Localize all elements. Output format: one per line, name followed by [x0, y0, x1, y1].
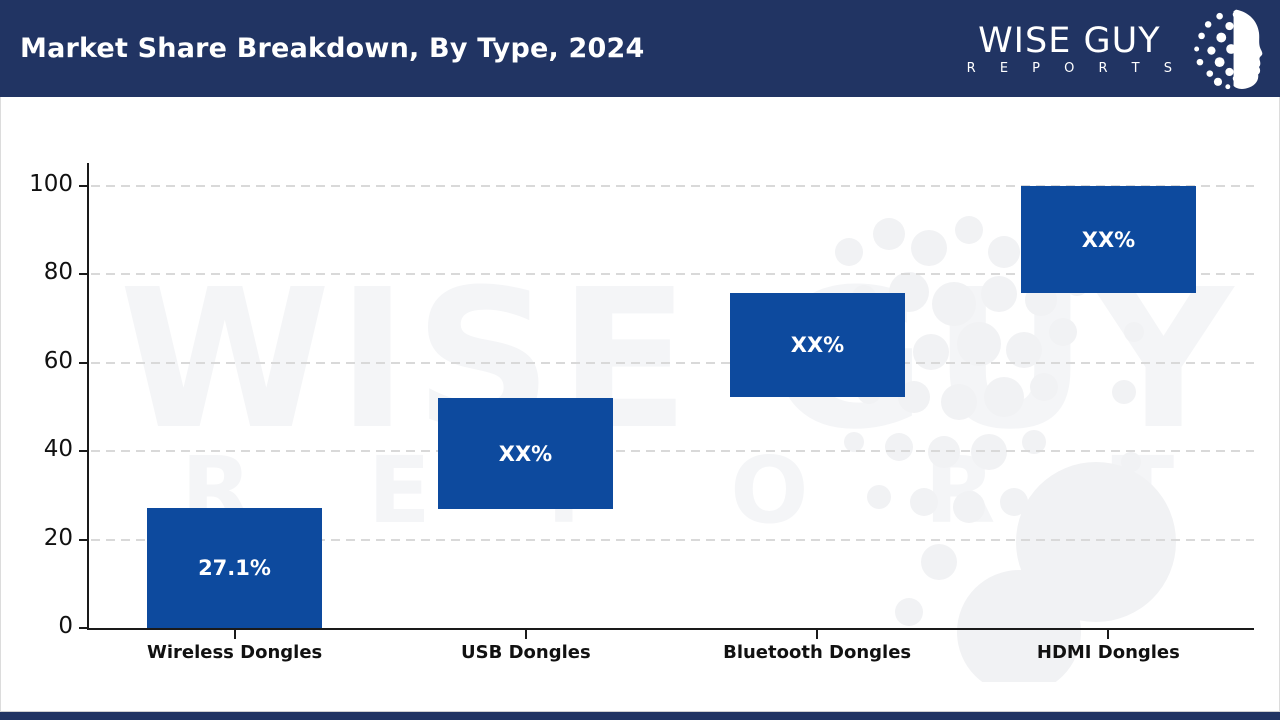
brand-logo: WISE GUY R E P O R T S	[957, 8, 1266, 90]
y-tick-label: 20	[43, 524, 73, 551]
bar-value-label: 27.1%	[198, 556, 271, 580]
y-tick-mark	[79, 450, 89, 453]
footer-bar	[0, 712, 1280, 720]
x-tick-mark	[233, 630, 236, 639]
header-bar: Market Share Breakdown, By Type, 2024 WI…	[0, 0, 1280, 97]
y-tick-mark	[79, 538, 89, 541]
y-tick-label: 40	[43, 436, 73, 463]
gridline-100	[91, 185, 1254, 187]
bar-value-label: XX%	[1081, 227, 1136, 252]
brand-name: WISE GUY	[978, 20, 1161, 61]
category-label: Wireless Dongles	[146, 642, 323, 663]
brand-logo-text: WISE GUY R E P O R T S	[957, 22, 1182, 77]
y-tick-label: 0	[58, 613, 73, 639]
category-label: Bluetooth Dongles	[723, 642, 912, 663]
category-label: USB Dongles	[461, 642, 591, 663]
y-tick-mark	[79, 273, 89, 276]
y-tick-label: 100	[29, 171, 73, 197]
bar-wireless-dongles: 27.1%	[147, 508, 322, 628]
y-tick-mark	[79, 627, 89, 629]
x-tick-mark	[816, 630, 819, 639]
chart-area: WISE GUY R E P O R T S 0 20 40 60 80 100	[0, 97, 1280, 712]
y-tick-label: 60	[43, 347, 73, 374]
bar-value-label: XX%	[790, 333, 845, 357]
x-tick-mark	[1107, 630, 1110, 639]
bar-value-label: XX%	[498, 441, 553, 466]
bar-bluetooth-dongles: XX%	[730, 293, 905, 397]
gridline-60	[91, 361, 1254, 364]
y-tick-mark	[79, 185, 89, 187]
category-label: HDMI Dongles	[1036, 642, 1180, 663]
y-axis-line	[87, 163, 89, 630]
y-tick-label: 80	[43, 259, 73, 286]
y-tick-mark	[79, 361, 89, 364]
page-title: Market Share Breakdown, By Type, 2024	[20, 33, 645, 64]
bar-usb-dongles: XX%	[438, 398, 613, 509]
gridline-40	[91, 450, 1254, 453]
x-axis-line	[87, 628, 1254, 630]
gridline-20	[91, 538, 1254, 541]
bar-hdmi-dongles: XX%	[1021, 186, 1196, 293]
brand-subtitle: R E P O R T S	[966, 61, 1182, 77]
head-profile-icon	[1194, 9, 1263, 90]
x-tick-mark	[524, 630, 527, 639]
gridline-80	[91, 273, 1254, 276]
